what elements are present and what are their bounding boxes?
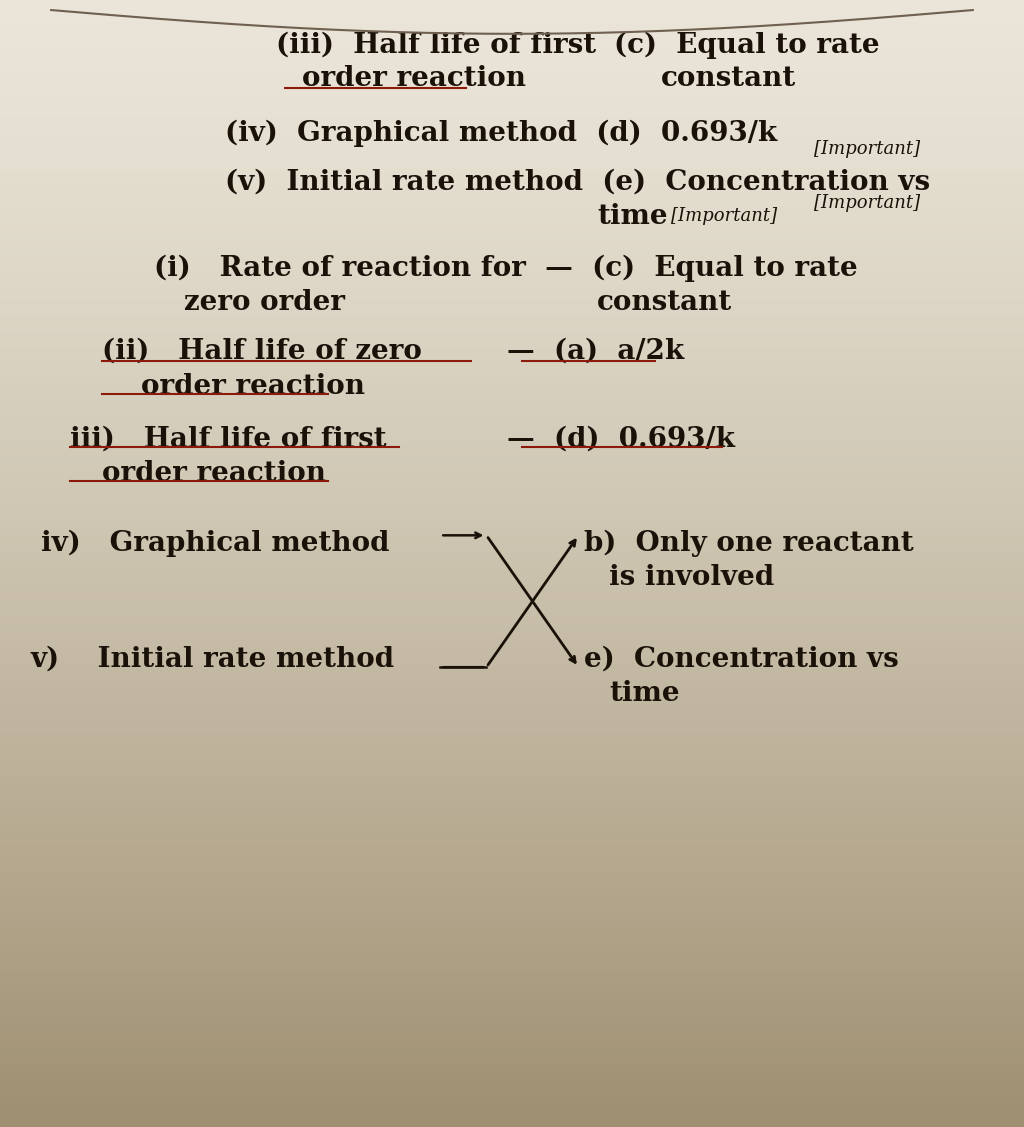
Text: constant: constant bbox=[660, 65, 796, 92]
Text: is involved: is involved bbox=[609, 564, 774, 591]
Text: v)    Initial rate method: v) Initial rate method bbox=[31, 646, 395, 673]
Text: order reaction: order reaction bbox=[141, 373, 366, 400]
Text: (iv)  Graphical method  (d)  0.693/k: (iv) Graphical method (d) 0.693/k bbox=[225, 119, 777, 147]
Text: order reaction: order reaction bbox=[102, 460, 327, 487]
Text: [Important]: [Important] bbox=[671, 207, 777, 225]
Text: [Important]: [Important] bbox=[814, 140, 921, 158]
Text: time: time bbox=[609, 680, 680, 707]
Text: (v)  Initial rate method  (e)  Concentration vs: (v) Initial rate method (e) Concentratio… bbox=[225, 169, 931, 196]
Text: order reaction: order reaction bbox=[302, 65, 526, 92]
Text: e)  Concentration vs: e) Concentration vs bbox=[584, 646, 898, 673]
Text: b)  Only one reactant: b) Only one reactant bbox=[584, 530, 913, 557]
Text: (i)   Rate of reaction for  —  (c)  Equal to rate: (i) Rate of reaction for — (c) Equal to … bbox=[154, 255, 857, 282]
Text: (c)  Equal to rate: (c) Equal to rate bbox=[614, 32, 880, 59]
Text: constant: constant bbox=[597, 289, 732, 316]
Text: —  (d)  0.693/k: — (d) 0.693/k bbox=[507, 426, 735, 453]
Text: [Important]: [Important] bbox=[814, 194, 921, 212]
Text: iv)   Graphical method: iv) Graphical method bbox=[41, 530, 389, 557]
Text: (iii)  Half life of first: (iii) Half life of first bbox=[276, 32, 597, 59]
Text: —  (a)  a/2k: — (a) a/2k bbox=[507, 338, 684, 365]
Text: (ii)   Half life of zero: (ii) Half life of zero bbox=[102, 338, 422, 365]
Text: iii)   Half life of first: iii) Half life of first bbox=[70, 426, 386, 453]
Text: time: time bbox=[597, 203, 668, 230]
Text: zero order: zero order bbox=[184, 289, 345, 316]
